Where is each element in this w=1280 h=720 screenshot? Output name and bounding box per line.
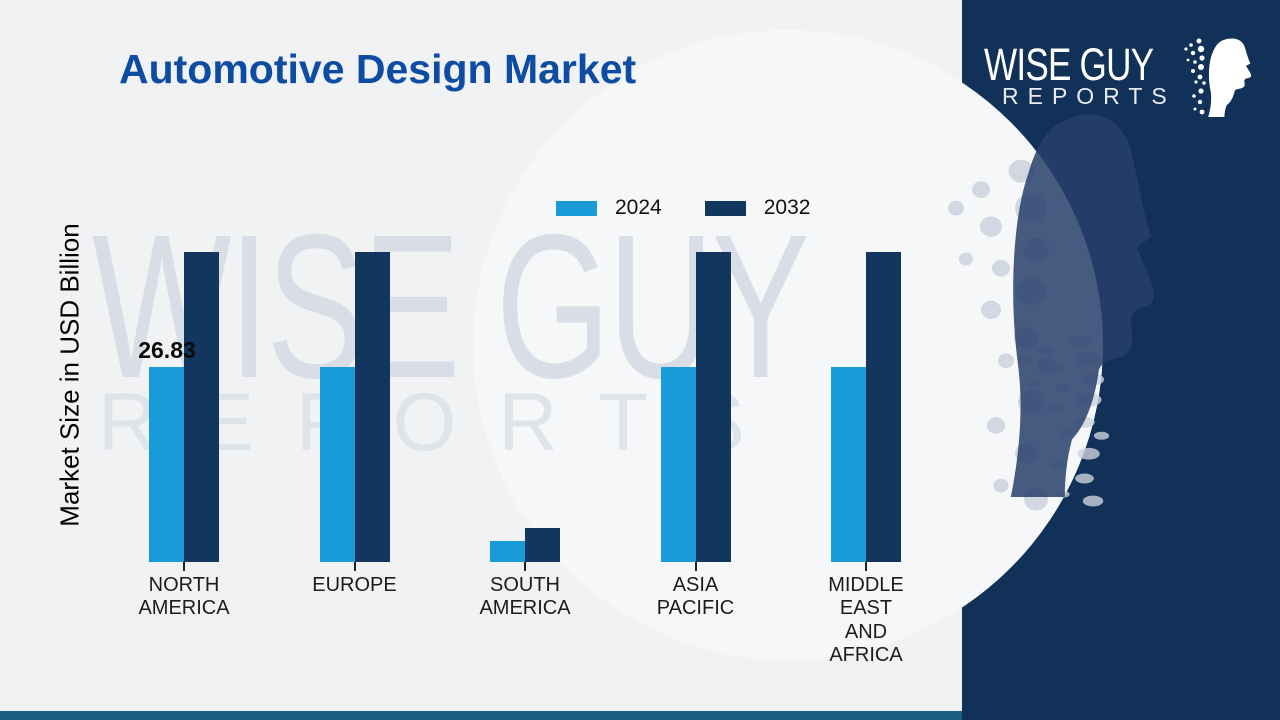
- logo-reports-text: REPORTS: [1002, 83, 1176, 109]
- x-axis-tick-europe: [353, 562, 356, 571]
- logo-dots-icon: [1184, 38, 1206, 115]
- x-axis-label-north-america: NORTH AMERICA: [138, 574, 230, 620]
- bar-2032-asia-pacific: [695, 252, 731, 562]
- bar-2024-south-america: [490, 541, 525, 562]
- bar-group-middle-east-and-africa: MIDDLE EAST AND AFRICA: [828, 252, 904, 666]
- x-axis-label-south-america: SOUTH AMERICA: [479, 574, 571, 620]
- x-axis-tick-asia-pacific: [694, 562, 697, 571]
- bar-2024-north-america: [149, 367, 184, 562]
- y-axis-label: Market Size in USD Billion: [54, 223, 85, 527]
- legend-label-2032: 2032: [763, 196, 811, 219]
- x-axis-tick-south-america: [524, 562, 526, 571]
- x-axis-label-europe: EUROPE: [312, 574, 397, 596]
- legend-swatch-2032: [704, 200, 746, 216]
- x-axis-tick-middle-east-and-africa: [865, 562, 867, 571]
- logo-face-icon: [1208, 38, 1252, 117]
- x-axis-label-asia-pacific: ASIA PACIFIC: [656, 574, 735, 620]
- x-axis-label-middle-east-and-africa: MIDDLE EAST AND AFRICA: [828, 574, 904, 667]
- footer-accent-bar: [0, 711, 1280, 720]
- bar-chart-plot-area: NORTH AMERICA 26.83 EUROPE SOUTH AMERICA ASI…: [138, 252, 904, 666]
- bar-2032-europe: [354, 252, 390, 562]
- bar-2024-asia-pacific: [660, 367, 696, 562]
- chart-legend: 2024 2032: [556, 196, 810, 220]
- bar-group-north-america: NORTH AMERICA 26.83: [138, 252, 230, 619]
- brand-panel-circle: [473, 30, 1103, 660]
- data-label-2024-north-america: 26.83: [138, 337, 196, 363]
- face-profile-silhouette-icon: [1010, 114, 1154, 498]
- bar-group-south-america: SOUTH AMERICA: [479, 252, 571, 619]
- bar-2024-middle-east-and-africa: [831, 367, 866, 562]
- bar-2032-south-america: [525, 528, 560, 562]
- bar-group-asia-pacific: ASIA PACIFIC: [657, 252, 734, 619]
- bar-2032-north-america: [184, 252, 219, 562]
- bar-group-europe: EUROPE: [312, 252, 397, 596]
- x-axis-tick-north-america: [183, 562, 185, 571]
- legend-swatch-2024: [556, 200, 597, 216]
- legend-label-2024: 2024: [615, 196, 662, 219]
- page-title: Automotive Design Market: [119, 46, 637, 92]
- bar-2024-europe: [319, 367, 355, 562]
- logo-wiseguy-text: WISE GUY: [984, 39, 1154, 90]
- bar-2032-middle-east-and-africa: [866, 252, 901, 562]
